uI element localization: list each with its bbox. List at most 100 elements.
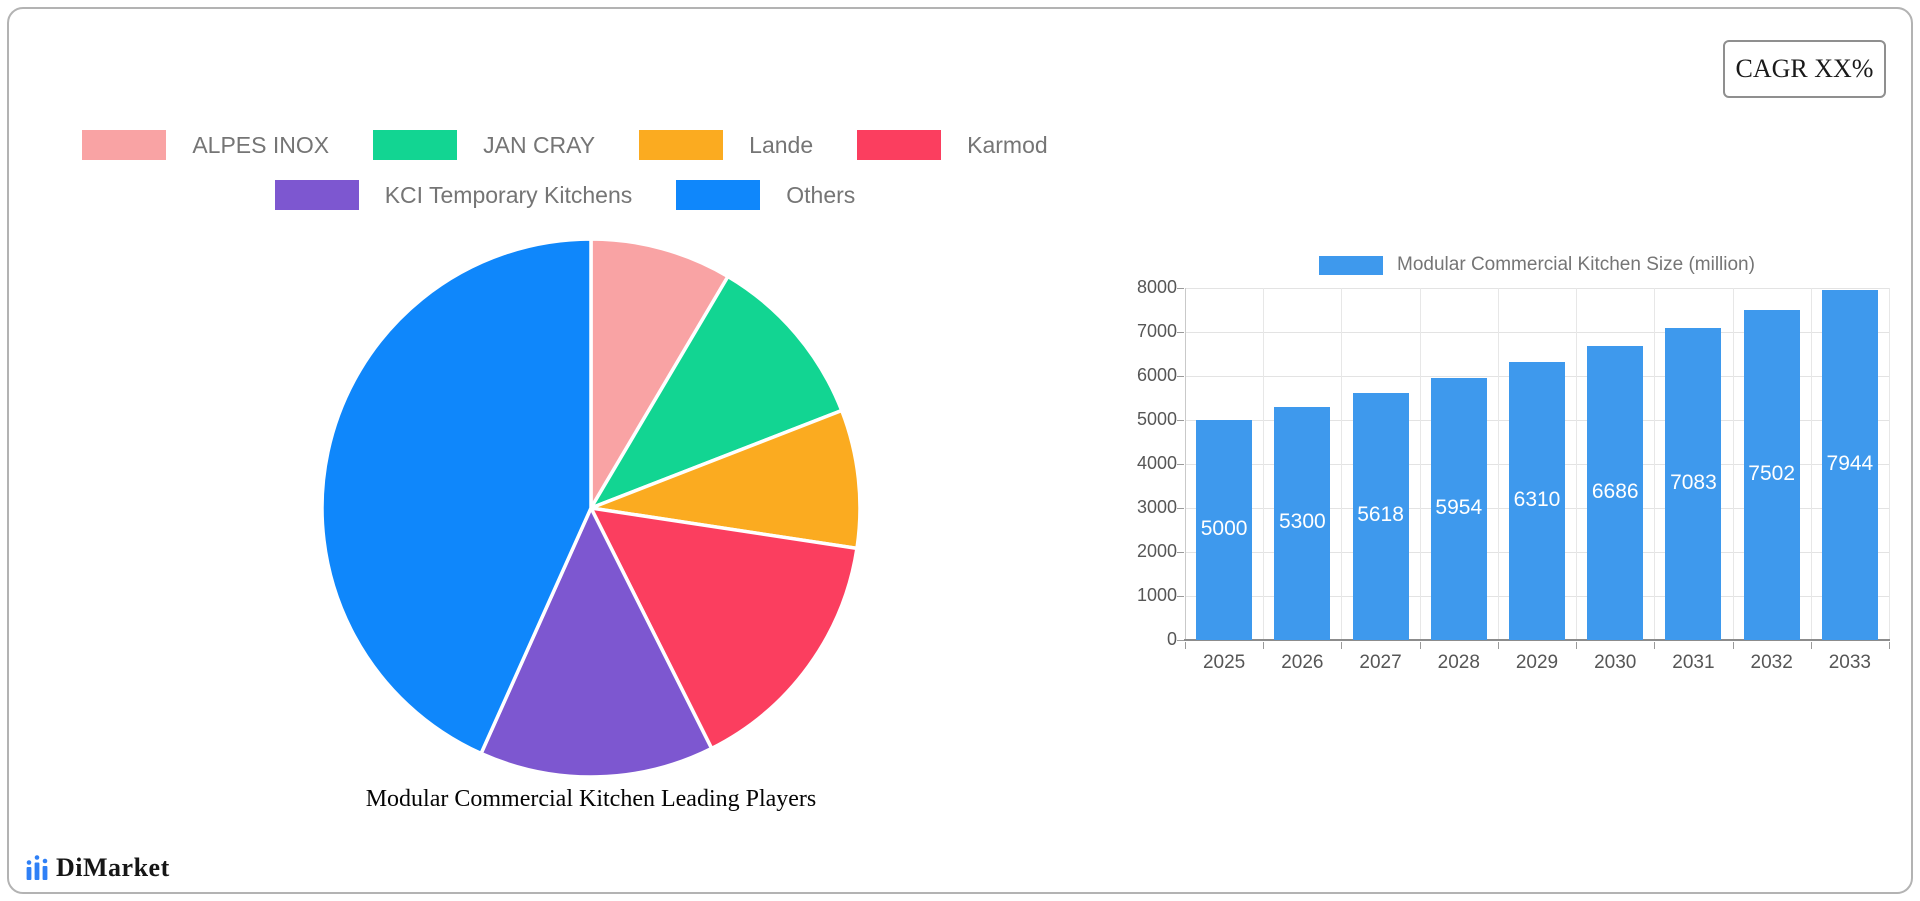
x-axis-tick (1576, 642, 1578, 649)
x-axis-tick (1889, 642, 1890, 649)
gridline-horizontal (1185, 288, 1889, 289)
bar-2028[interactable]: 5954 (1430, 378, 1487, 640)
bar-value-label: 5000 (1200, 517, 1248, 540)
y-axis-label: 6000 (1136, 365, 1177, 385)
y-axis-tick (1177, 287, 1184, 289)
bar-2025[interactable]: 5000 (1196, 420, 1253, 640)
pie-slice-alpes-inox[interactable] (589, 237, 730, 510)
pie-legend-row: ALPES INOX JAN CRAY Lande Karmod (82, 130, 1048, 160)
pie-slice-lande[interactable] (589, 408, 862, 551)
gridline-vertical (1654, 288, 1656, 640)
legend-swatch (639, 130, 724, 160)
pie-slice-kci-temporary-kitchens[interactable] (479, 506, 714, 779)
y-axis-tick (1177, 551, 1184, 553)
bar-value-label: 5300 (1278, 510, 1326, 534)
y-axis-label: 4000 (1136, 453, 1177, 473)
bar-2027[interactable]: 5618 (1352, 392, 1409, 640)
gridline-vertical (1341, 288, 1343, 640)
bar-value-label: 7083 (1670, 471, 1717, 495)
y-axis-tick (1177, 507, 1184, 509)
gridline-vertical (1419, 288, 1421, 640)
legend-label: KCI Temporary Kitchens (384, 181, 633, 208)
y-axis-label: 7000 (1136, 321, 1177, 341)
y-axis-label: 8000 (1136, 277, 1177, 297)
x-axis-tick (1497, 642, 1499, 649)
pie-legend-item-lande[interactable]: Lande (639, 130, 813, 160)
y-axis-label: 2000 (1136, 541, 1177, 561)
y-axis-label: 3000 (1136, 497, 1177, 517)
x-axis-label-2031: 2031 (1672, 652, 1715, 673)
y-axis-tick (1177, 375, 1184, 377)
x-axis-label-2033: 2033 (1828, 652, 1872, 673)
dimarket-bars-icon (26, 855, 48, 880)
y-axis-label: 1000 (1136, 585, 1177, 605)
gridline-horizontal (1185, 332, 1889, 333)
bar-2033[interactable]: 7944 (1821, 290, 1878, 640)
legend-swatch (82, 130, 167, 160)
y-axis-label: 5000 (1136, 409, 1177, 429)
legend-swatch (676, 180, 761, 210)
bar-2031[interactable]: 7083 (1665, 328, 1722, 640)
x-axis-tick (1341, 642, 1343, 649)
pie-legend-row: KCI Temporary Kitchens Others (85, 180, 1045, 210)
bar-2032[interactable]: 7502 (1743, 309, 1800, 640)
y-axis-tick (1177, 419, 1184, 421)
pie-title: Modular Commercial Kitchen Leading Playe… (365, 786, 817, 812)
pie-legend-item-kci-temporary-kitchens[interactable]: KCI Temporary Kitchens (274, 180, 633, 210)
pie-legend-item-karmod[interactable]: Karmod (857, 130, 1048, 160)
bar-value-label: 6686 (1591, 479, 1639, 503)
x-axis-tick (1419, 642, 1421, 649)
y-axis-line (1185, 288, 1186, 640)
legend-swatch (274, 180, 359, 210)
bar-legend-swatch (1319, 255, 1384, 275)
x-axis-tick (1732, 642, 1734, 649)
bar-value-label: 7502 (1748, 461, 1796, 485)
x-axis-label-2029: 2029 (1515, 652, 1559, 673)
pie-legend-item-jan-cray[interactable]: JAN CRAY (373, 130, 595, 160)
gridline-vertical (1810, 288, 1812, 640)
x-axis-tick (1654, 642, 1656, 649)
pie-legend-item-others[interactable]: Others (676, 180, 855, 210)
x-axis-tick (1263, 642, 1265, 649)
legend-label: Karmod (967, 131, 1048, 158)
pie-slice-jan-cray[interactable] (589, 274, 844, 510)
pie-legend-item-alpes-inox[interactable]: ALPES INOX (82, 130, 329, 160)
legend-label: Others (786, 181, 856, 208)
legend-label: ALPES INOX (192, 131, 330, 158)
legend-swatch (373, 130, 458, 160)
pie-legend: ALPES INOX JAN CRAY Lande Karmod KCI Tempora… (82, 130, 1048, 210)
x-axis-line (1184, 639, 1890, 641)
x-axis-label-2028: 2028 (1437, 652, 1480, 673)
pie-chart (320, 237, 862, 779)
bar-value-label: 6310 (1513, 488, 1561, 512)
bar-2030[interactable]: 6686 (1587, 345, 1644, 640)
legend-label: JAN CRAY (483, 131, 596, 158)
gridline-vertical (1497, 288, 1499, 640)
gridline-vertical (1732, 288, 1734, 640)
bar-2029[interactable]: 6310 (1509, 362, 1565, 640)
dimarket-logo: DiMarket (25, 853, 170, 883)
y-axis-tick (1177, 595, 1184, 597)
bar-2026[interactable]: 5300 (1274, 406, 1331, 640)
legend-swatch (857, 130, 942, 160)
x-axis-label-2030: 2030 (1594, 652, 1637, 673)
cagr-box: CAGR XX% (1723, 40, 1886, 98)
pie-slice-others[interactable] (320, 237, 593, 756)
dimarket-logo-text: DiMarket (56, 853, 170, 882)
bar-value-label: 7944 (1826, 452, 1874, 476)
y-axis-label: 0 (1166, 629, 1177, 649)
x-axis-tick (1185, 642, 1186, 649)
legend-label: Lande (749, 131, 814, 158)
x-axis-tick (1810, 642, 1812, 649)
bar-value-label: 5954 (1435, 496, 1483, 520)
x-axis-label-2025: 2025 (1202, 652, 1246, 673)
y-axis-tick (1177, 463, 1184, 465)
x-axis-label-2026: 2026 (1281, 652, 1324, 673)
cagr-label: CAGR XX% (1735, 54, 1874, 83)
y-axis-tick (1177, 639, 1184, 641)
bar-legend-label: Modular Commercial Kitchen Size (million… (1397, 254, 1755, 275)
gridline-vertical (1889, 288, 1890, 640)
pie-slice-karmod[interactable] (589, 506, 859, 751)
bar-legend[interactable]: Modular Commercial Kitchen Size (million… (1185, 252, 1889, 278)
